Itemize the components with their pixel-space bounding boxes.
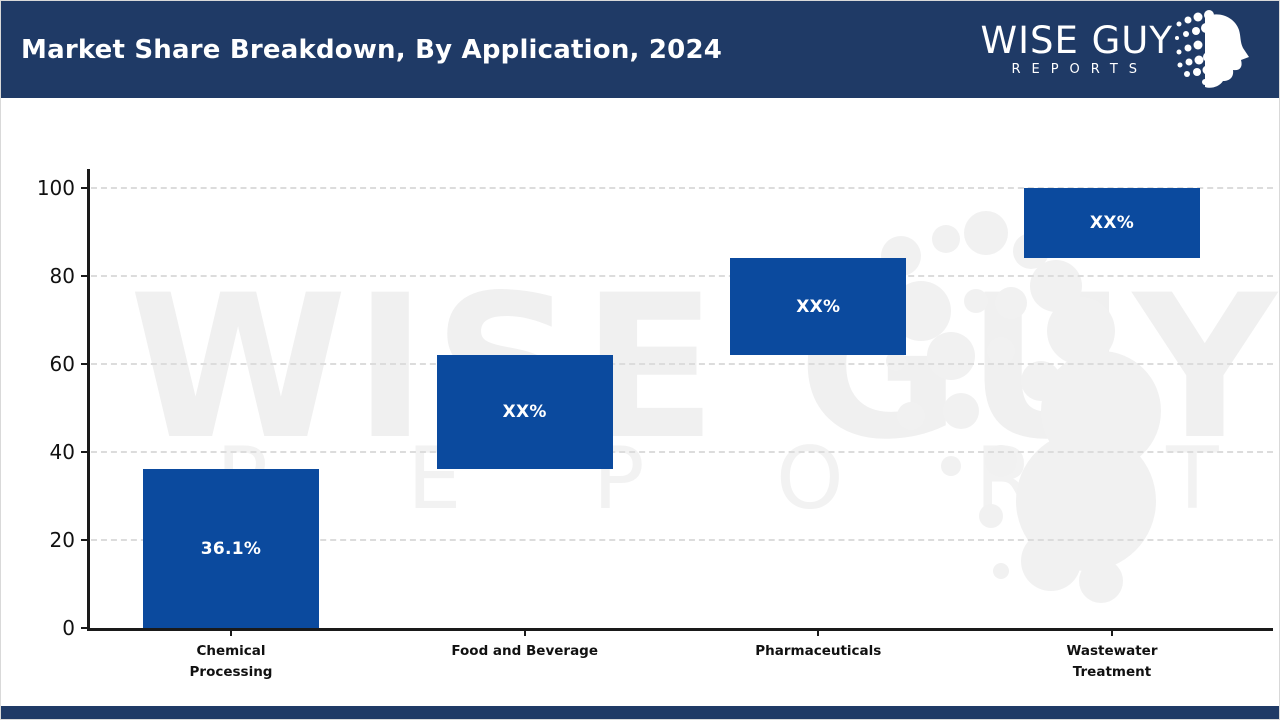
y-axis-tick (81, 187, 89, 189)
y-axis-tick (81, 627, 89, 629)
x-axis-line (87, 628, 1273, 631)
y-axis-tick-label: 40 (49, 440, 75, 464)
x-axis-tick (1111, 630, 1113, 636)
gridline (91, 363, 1273, 365)
x-axis-category-label: Wastewater Treatment (1066, 643, 1158, 680)
bar-value-label: 36.1% (200, 538, 262, 559)
x-axis-tick (817, 630, 820, 636)
x-axis-category-label: Pharmaceuticals (755, 643, 882, 659)
waterfall-bar: XX% (1024, 188, 1200, 259)
y-axis-line (87, 169, 90, 630)
logo-brand-text: WISE GUY (980, 19, 1173, 62)
gridline (91, 275, 1273, 277)
logo-face-icon (1175, 9, 1249, 88)
x-axis-tick (523, 630, 526, 636)
gridline (91, 187, 1273, 189)
wiseguy-logo: WISE GUY REPORTS (980, 9, 1253, 90)
y-axis-tick-label: 0 (62, 616, 75, 640)
waterfall-bar: XX% (436, 355, 613, 470)
gridline (91, 451, 1273, 453)
bar-value-label: XX% (1089, 213, 1135, 234)
gridline (91, 539, 1273, 541)
y-axis-tick (81, 363, 89, 365)
y-axis-tick-label: 60 (49, 352, 75, 376)
footer-bar (1, 706, 1279, 719)
y-axis-tick (81, 451, 89, 453)
x-axis-tick (230, 630, 232, 636)
y-axis-tick-label: 80 (49, 264, 75, 288)
x-axis-category-label: Chemical Processing (189, 643, 273, 680)
chart-title: Market Share Breakdown, By Application, … (21, 34, 723, 65)
waterfall-bar: XX% (730, 258, 907, 356)
waterfall-bar: 36.1% (143, 469, 319, 628)
bar-value-label: XX% (502, 402, 547, 423)
x-axis-category-label: Food and Beverage (451, 643, 599, 659)
y-axis-tick-label: 20 (49, 528, 75, 552)
y-axis-tick (81, 275, 89, 277)
y-axis-tick-label: 100 (36, 176, 75, 200)
header: Market Share Breakdown, By Application, … (1, 1, 1279, 98)
logo-reports-text: REPORTS (1011, 62, 1149, 77)
y-axis-tick (81, 539, 89, 541)
bar-value-label: XX% (796, 296, 841, 317)
